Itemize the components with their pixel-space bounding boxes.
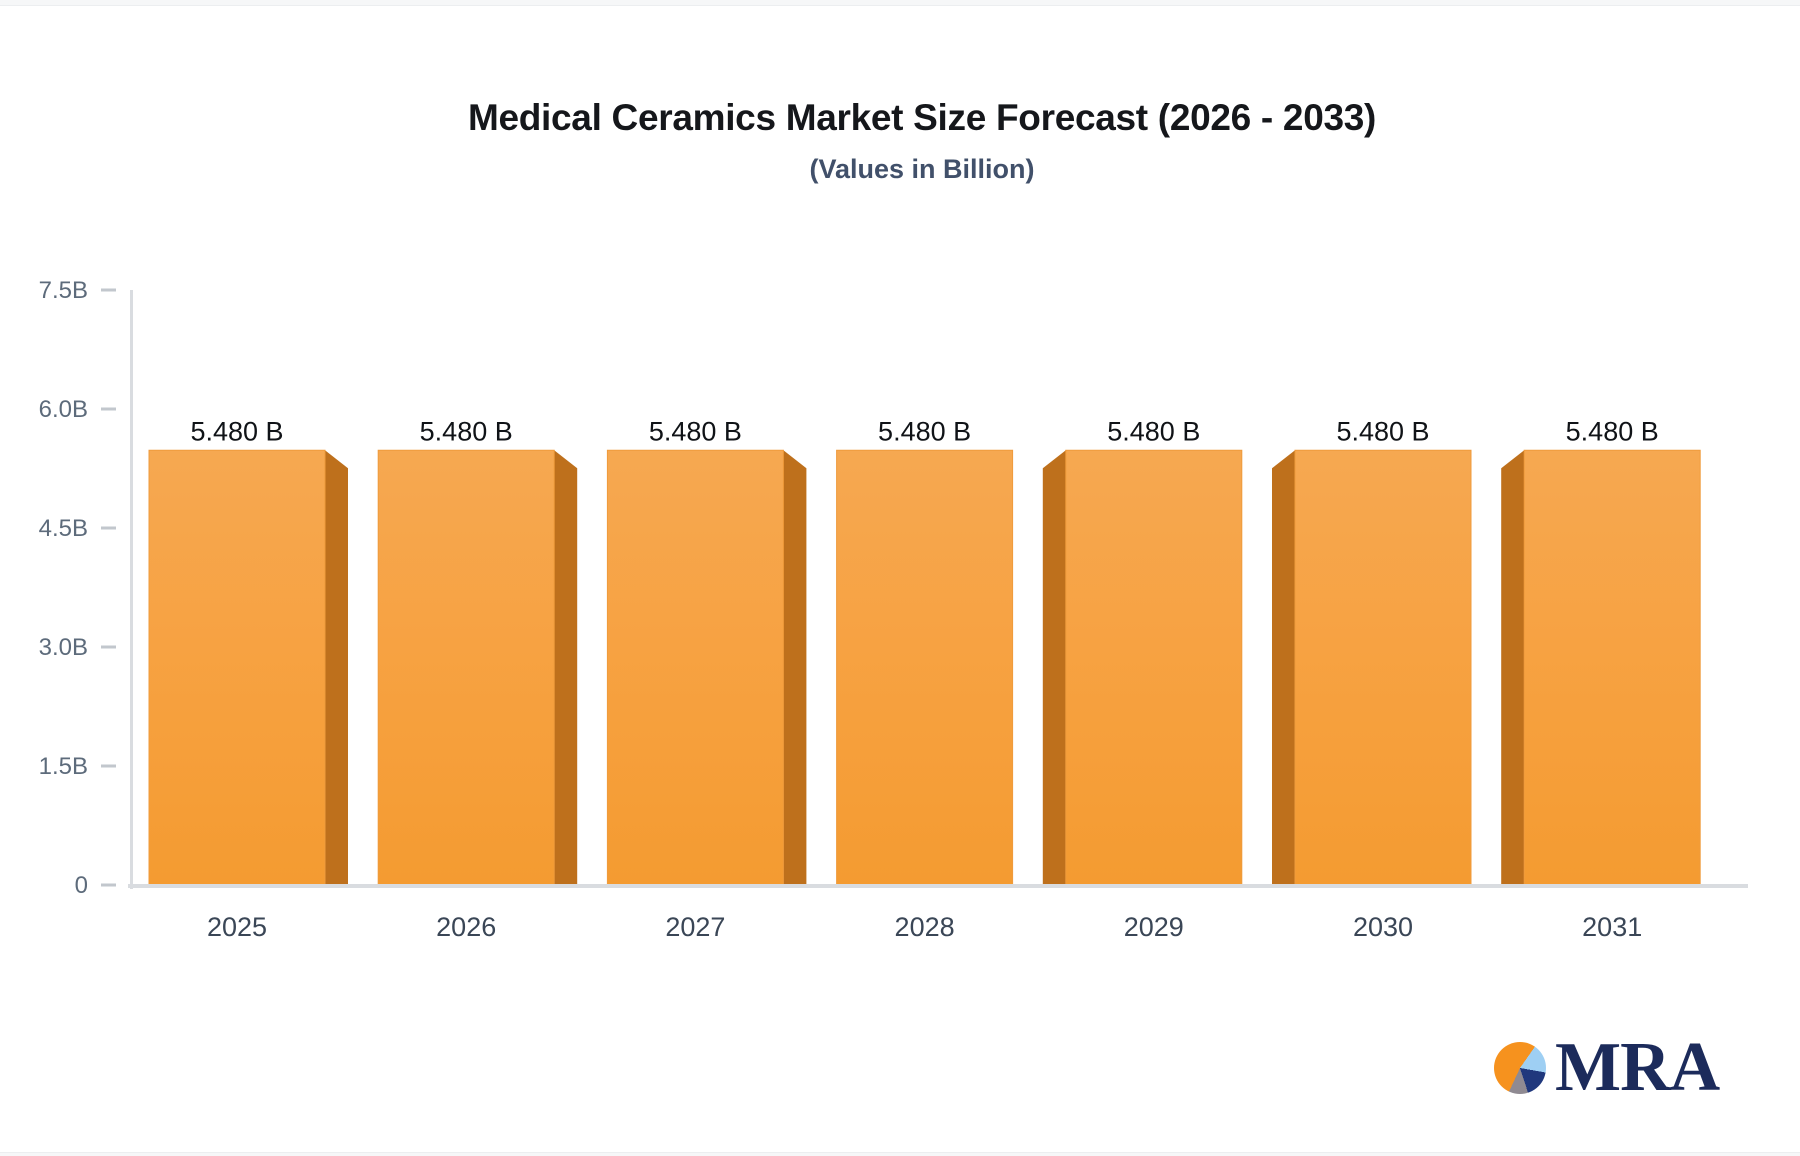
bar-value-label: 5.480 B — [1107, 416, 1200, 446]
bar-front — [1523, 449, 1701, 886]
bar-value-label: 5.480 B — [1336, 416, 1429, 446]
bar-front — [1294, 449, 1472, 886]
top-edge-line — [0, 0, 1800, 6]
chart-title: Medical Ceramics Market Size Forecast (2… — [467, 97, 1377, 138]
bar-front — [606, 449, 784, 886]
x-tick-label: 2028 — [895, 912, 955, 942]
x-tick-label: 2025 — [207, 912, 267, 942]
y-tick-mark — [101, 764, 116, 768]
x-axis-line — [128, 884, 1748, 888]
bar-value-label: 5.480 B — [1566, 416, 1659, 446]
y-tick-mark — [101, 526, 116, 530]
y-tick-label: 7.5B — [39, 277, 88, 304]
y-tick-label: 1.5B — [39, 753, 88, 780]
pie-chart-icon — [1494, 1042, 1546, 1094]
bar-value-label: 5.480 B — [420, 416, 513, 446]
x-tick-label: 2029 — [1124, 912, 1184, 942]
y-tick-label: 6.0B — [39, 396, 88, 423]
y-tick-mark — [101, 883, 116, 887]
bar-side-3d — [554, 450, 578, 885]
bar-side-3d — [783, 450, 807, 885]
y-axis-line — [130, 290, 133, 889]
chart-subtitle: (Values in Billion) — [809, 154, 1035, 184]
bar-side-3d — [325, 450, 348, 885]
brand-logo-text: MRA — [1555, 1029, 1720, 1106]
bar-value-label: 5.480 B — [190, 416, 283, 446]
brand-logo: MRA — [1494, 1029, 1720, 1106]
y-tick-label: 4.5B — [39, 515, 88, 542]
y-tick-mark — [101, 645, 116, 649]
bar-side-3d — [1272, 450, 1295, 885]
x-tick-label: 2030 — [1353, 912, 1413, 942]
x-tick-label: 2026 — [436, 912, 496, 942]
bar-value-label: 5.480 B — [649, 416, 742, 446]
y-tick-label: 0 — [75, 872, 88, 899]
bar-front — [377, 449, 555, 886]
y-tick-mark — [101, 407, 116, 411]
y-tick-label: 3.0B — [39, 634, 88, 661]
x-tick-label: 2027 — [665, 912, 725, 942]
bar-side-3d — [1501, 450, 1525, 885]
y-tick-mark — [101, 288, 116, 292]
bar-front — [836, 449, 1014, 886]
bar-side-3d — [1042, 450, 1066, 885]
chart-header: Medical Ceramics Market Size Forecast (2… — [44, 94, 1800, 184]
x-tick-label: 2031 — [1582, 912, 1642, 942]
bar-front — [1065, 449, 1243, 886]
bottom-edge-line — [0, 1152, 1800, 1156]
bar-value-label: 5.480 B — [878, 416, 971, 446]
bar-front — [148, 449, 326, 886]
